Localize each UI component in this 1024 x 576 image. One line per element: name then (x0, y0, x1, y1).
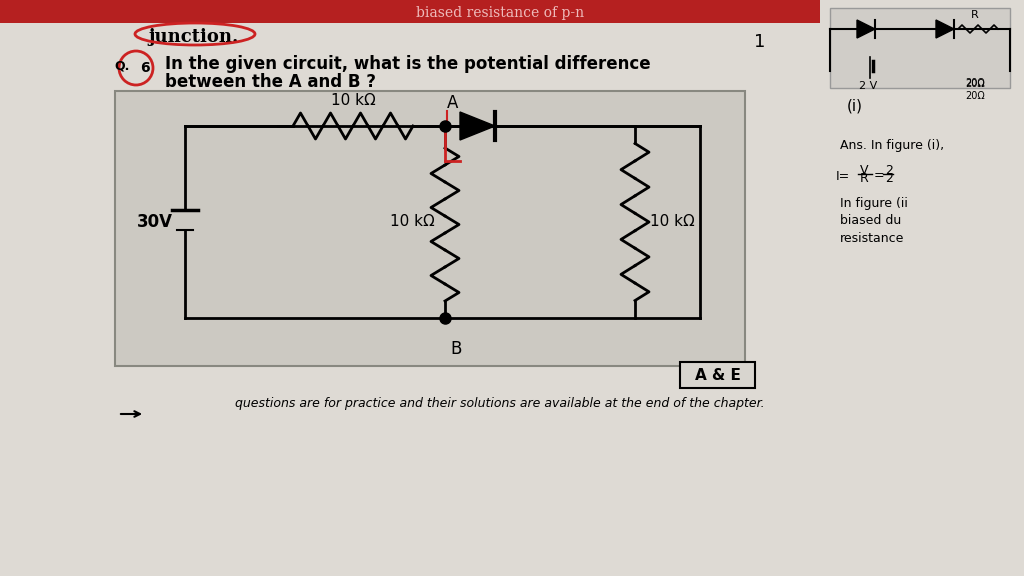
Text: Ans. In figure (i),: Ans. In figure (i), (840, 139, 944, 153)
Text: A & E: A & E (695, 367, 741, 382)
Text: V: V (860, 165, 868, 177)
Text: A: A (447, 94, 459, 112)
Text: I=: I= (836, 169, 850, 183)
Text: questions are for practice and their solutions are available at the end of the c: questions are for practice and their sol… (236, 397, 765, 411)
Text: =: = (874, 169, 885, 183)
Bar (115, 91, 745, 366)
Bar (830, 8, 1010, 88)
Text: 20Ω: 20Ω (966, 78, 985, 88)
Text: resistance: resistance (840, 232, 904, 244)
Polygon shape (460, 112, 495, 140)
Text: Q.: Q. (115, 59, 130, 73)
Text: 1: 1 (755, 33, 766, 51)
Text: 2: 2 (885, 165, 893, 177)
Bar (0, 0, 820, 23)
Text: biased resistance of p-n: biased resistance of p-n (416, 6, 584, 20)
Text: between the A and B ?: between the A and B ? (165, 73, 376, 91)
Polygon shape (936, 20, 954, 38)
Text: In the given circuit, what is the potential difference: In the given circuit, what is the potent… (165, 55, 650, 73)
Text: 2 V: 2 V (859, 81, 878, 91)
Text: biased du: biased du (840, 214, 901, 228)
Text: 6: 6 (140, 61, 150, 75)
Text: 10 kΩ: 10 kΩ (390, 214, 435, 229)
Bar (680, 362, 755, 388)
Text: 20Ω
20Ω: 20Ω 20Ω (966, 79, 985, 101)
Text: 10 kΩ: 10 kΩ (331, 93, 376, 108)
Text: R: R (971, 10, 979, 20)
Text: junction.: junction. (148, 28, 239, 46)
Text: (i): (i) (847, 98, 863, 113)
Text: 10 kΩ: 10 kΩ (650, 214, 694, 229)
Polygon shape (857, 20, 874, 38)
Text: 2: 2 (885, 172, 893, 184)
Text: B: B (450, 340, 462, 358)
Text: 30V: 30V (137, 213, 173, 231)
Text: R: R (860, 172, 868, 184)
Text: In figure (ii: In figure (ii (840, 198, 908, 210)
